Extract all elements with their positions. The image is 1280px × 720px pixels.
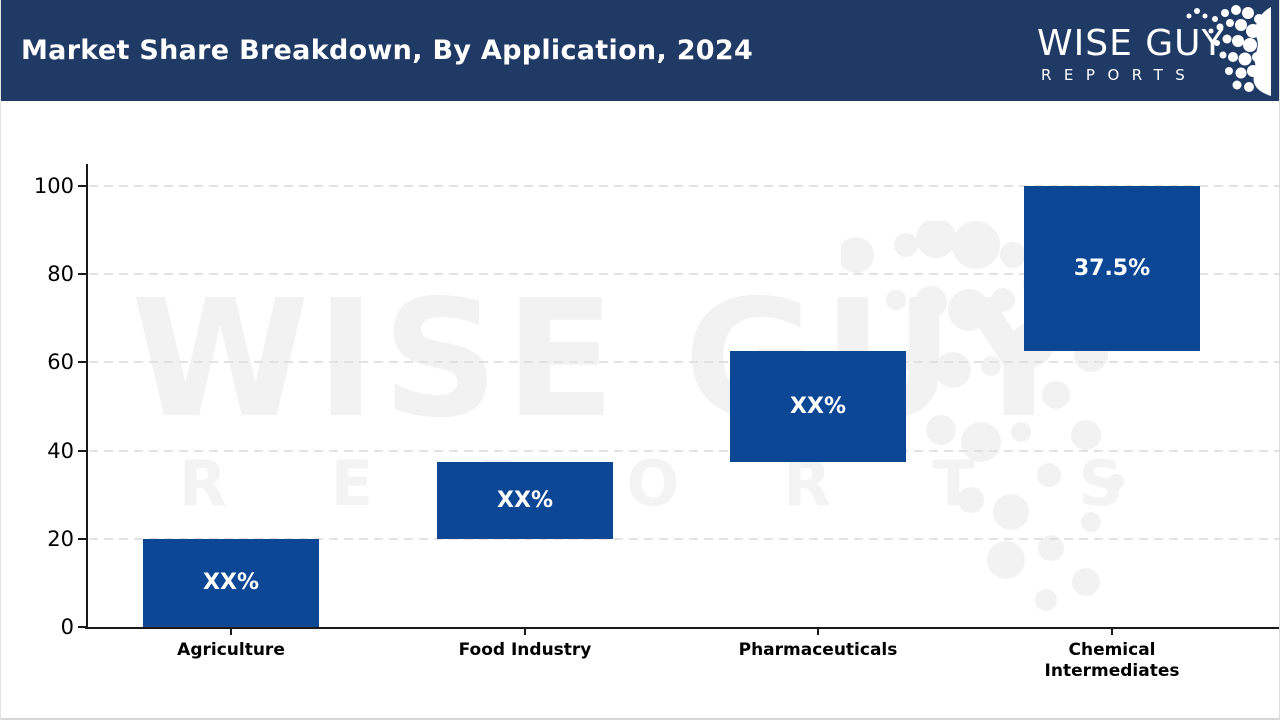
x-label-food-industry: Food Industry xyxy=(458,640,592,660)
header-bar: Market Share Breakdown, By Application, … xyxy=(1,0,1279,101)
bar-food-industry: XX% xyxy=(437,461,613,539)
x-axis-line xyxy=(85,627,1279,629)
bar-pharmaceuticals: XX% xyxy=(730,351,906,462)
y-tick-100 xyxy=(78,185,86,187)
gridline-60 xyxy=(89,361,1279,364)
logo-brand-text: WISE GUY xyxy=(1037,23,1225,64)
bar-value-label-chemical-intermediates: 37.5% xyxy=(1073,256,1151,282)
x-label-chemical-intermediates: Chemical Intermediates xyxy=(1044,640,1180,681)
logo-face-dots xyxy=(1186,4,1271,96)
y-tick-0 xyxy=(78,626,86,628)
bar-chemical-intermediates: 37.5% xyxy=(1024,186,1200,352)
x-label-pharmaceuticals: Pharmaceuticals xyxy=(738,640,898,660)
chart-area: WISE GUY REPORTS 0 20 40 60 80 100 XX% Agricult… xyxy=(1,101,1279,720)
y-tick-label-40: 40 xyxy=(47,438,74,463)
bar-agriculture: XX% xyxy=(143,538,319,627)
gridline-20 xyxy=(89,537,1279,540)
y-tick-20 xyxy=(78,537,86,540)
gridline-40 xyxy=(89,449,1279,452)
y-tick-60 xyxy=(78,361,86,364)
logo-sub-text: REPORTS xyxy=(1041,66,1197,84)
gridline-100 xyxy=(89,185,1279,187)
y-tick-label-60: 60 xyxy=(47,350,74,375)
bar-value-label-agriculture: XX% xyxy=(203,570,259,596)
bar-value-label-pharmaceuticals: XX% xyxy=(790,394,846,419)
y-tick-label-20: 20 xyxy=(47,526,74,551)
y-axis-line xyxy=(86,164,88,629)
wise-guy-logo: WISE GUY REPORTS xyxy=(1019,4,1271,97)
wise-guy-logo-graphic: WISE GUY REPORTS xyxy=(1037,4,1271,96)
gridline-80 xyxy=(89,273,1279,276)
x-label-agriculture: Agriculture xyxy=(177,640,285,660)
x-tick-food-industry xyxy=(524,629,526,635)
bar-value-label-food-industry: XX% xyxy=(497,487,553,513)
y-tick-label-0: 0 xyxy=(60,615,74,639)
x-tick-pharmaceuticals xyxy=(817,629,819,635)
y-tick-label-80: 80 xyxy=(47,262,74,287)
y-tick-40 xyxy=(78,449,86,452)
y-tick-label-100: 100 xyxy=(33,174,74,198)
bottom-border-line xyxy=(1,718,1279,720)
y-tick-80 xyxy=(78,273,86,276)
x-tick-chemical-intermediates xyxy=(1111,629,1113,635)
page-title: Market Share Breakdown, By Application, … xyxy=(21,35,754,66)
logo-face-profile xyxy=(1253,6,1271,96)
x-tick-agriculture xyxy=(230,629,232,635)
